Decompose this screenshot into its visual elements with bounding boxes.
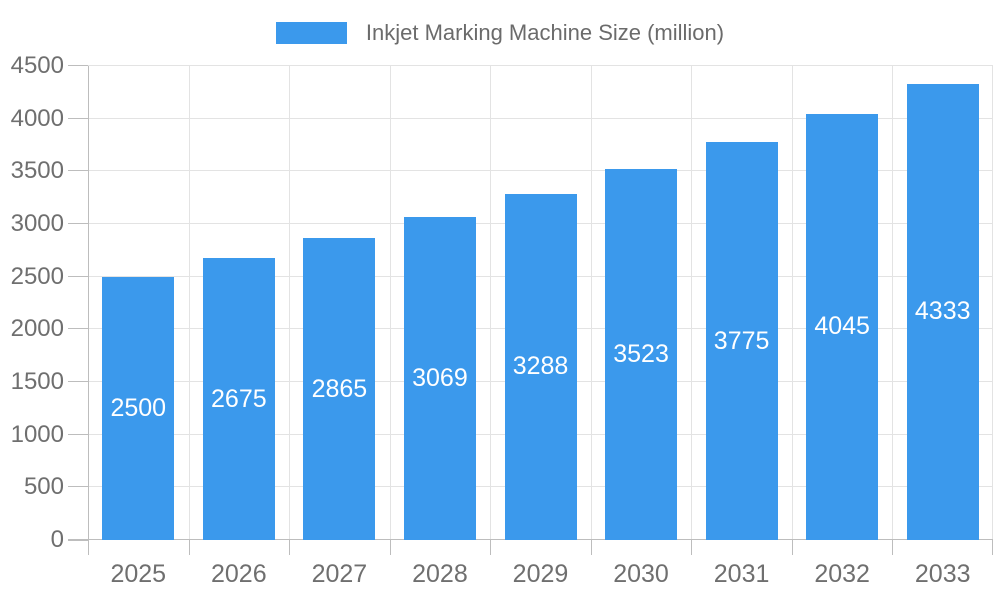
y-tick <box>68 381 88 382</box>
x-tick <box>691 540 692 555</box>
y-tick-label: 4000 <box>10 104 64 132</box>
y-tick-label: 2000 <box>10 315 64 343</box>
y-tick-label: 1000 <box>10 420 64 448</box>
y-tick-label: 4500 <box>10 52 64 79</box>
gridline-v <box>892 66 893 540</box>
x-tick <box>289 540 290 555</box>
legend[interactable]: Inkjet Marking Machine Size (million) <box>0 20 1000 46</box>
y-tick <box>68 486 88 488</box>
bar-value-label: 3069 <box>412 363 468 392</box>
y-tick-label: 2500 <box>10 262 64 290</box>
gridline-v <box>189 66 190 540</box>
x-tick-label: 2026 <box>211 560 267 588</box>
x-tick-label: 2032 <box>814 560 870 588</box>
legend-swatch <box>275 22 347 44</box>
gridline-v <box>691 66 692 540</box>
y-tick <box>68 275 88 277</box>
x-tick <box>189 540 190 555</box>
gridline-h <box>88 170 993 172</box>
bar[interactable]: 4045 <box>806 113 879 540</box>
bar-value-label: 2675 <box>211 384 267 413</box>
bar-value-label: 2500 <box>110 393 167 422</box>
y-tick <box>68 223 88 224</box>
x-tick-label: 2029 <box>512 560 569 588</box>
bar[interactable]: 2500 <box>102 276 175 540</box>
legend-label: Inkjet Marking Machine Size (million) <box>365 20 725 45</box>
y-tick <box>68 65 88 66</box>
plot-area: 2500 2675 2865 3069 3288 3523 3775 4045 4333 <box>68 65 993 555</box>
x-tick-label: 2027 <box>311 560 368 588</box>
x-tick-label: 2025 <box>110 560 167 588</box>
x-tick <box>992 540 993 555</box>
x-tick <box>591 540 592 555</box>
bar[interactable]: 4333 <box>906 83 979 540</box>
bar-value-label: 3523 <box>613 339 669 368</box>
y-axis-line <box>88 66 89 540</box>
bar[interactable]: 3288 <box>504 193 577 540</box>
y-tick <box>68 540 88 541</box>
x-tick <box>792 540 793 555</box>
y-tick-label: 500 <box>23 473 64 501</box>
bar[interactable]: 2675 <box>202 258 275 540</box>
gridline-v <box>490 66 491 540</box>
bar-value-label: 4045 <box>814 312 870 341</box>
y-tick-label: 3000 <box>10 210 64 237</box>
bar[interactable]: 3523 <box>605 168 678 540</box>
y-tick <box>68 433 88 435</box>
gridline-v <box>792 66 793 540</box>
y-tick <box>68 170 88 172</box>
bar[interactable]: 3775 <box>705 142 778 540</box>
x-tick-label: 2033 <box>914 560 971 588</box>
bar-value-label: 3775 <box>713 326 770 355</box>
gridline-v <box>591 66 592 540</box>
gridline-v <box>992 66 993 540</box>
x-tick <box>490 540 491 555</box>
bar-value-label: 4333 <box>914 297 971 326</box>
y-tick <box>68 328 88 330</box>
x-tick <box>390 540 391 555</box>
gridline-h <box>88 117 993 119</box>
gridline-v <box>289 66 290 540</box>
bar[interactable]: 3069 <box>403 216 476 540</box>
x-tick-label: 2031 <box>713 560 770 588</box>
gridline-h <box>88 65 993 66</box>
y-tick <box>68 117 88 119</box>
x-tick <box>892 540 893 555</box>
y-tick-label: 3500 <box>10 157 64 185</box>
y-tick-label: 0 <box>50 526 64 553</box>
x-tick-label: 2030 <box>613 560 669 588</box>
bar[interactable]: 2865 <box>303 238 376 540</box>
y-tick-label: 1500 <box>10 368 64 395</box>
x-tick <box>88 540 89 555</box>
gridline-v <box>390 66 391 540</box>
bar-value-label: 2865 <box>311 374 368 403</box>
bar-value-label: 3288 <box>512 352 569 381</box>
x-tick-label: 2028 <box>412 560 468 588</box>
